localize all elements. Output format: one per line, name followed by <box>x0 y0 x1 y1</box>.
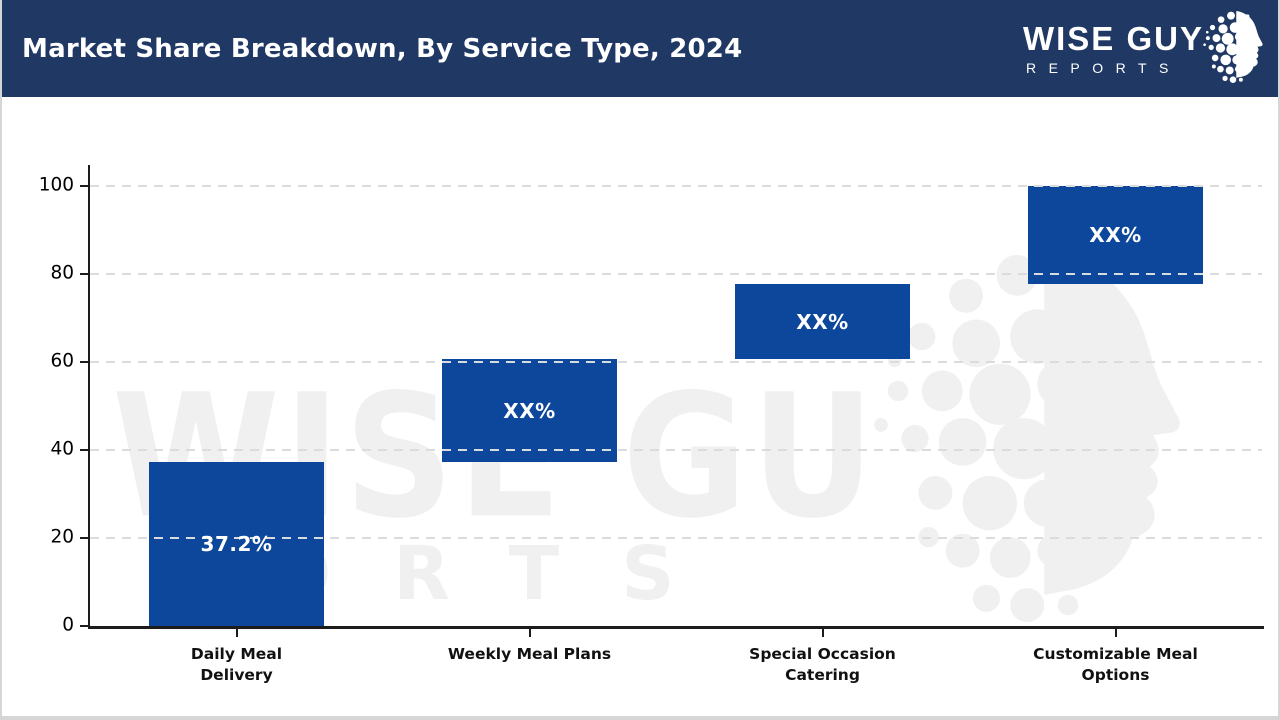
x-tick-mark <box>528 629 531 637</box>
x-tick-mark <box>1114 629 1117 637</box>
y-tick-mark <box>80 273 88 276</box>
category-label: Daily Meal Delivery <box>190 645 283 684</box>
gridline <box>90 361 1262 364</box>
y-tick-label: 40 <box>50 438 74 460</box>
y-tick-mark <box>80 537 88 540</box>
y-tick-label: 60 <box>50 350 74 372</box>
y-tick-mark <box>80 625 88 627</box>
x-tick-mark <box>235 629 238 637</box>
plot-area: 37.2% XX% XX% XX% 0 20 40 60 80 100 Daily Meal Del… <box>39 165 1264 684</box>
waterfall-bar: XX% <box>734 283 911 360</box>
y-axis-line <box>88 165 90 629</box>
y-tick-label: 20 <box>50 526 74 548</box>
category-label: Customizable Meal Options <box>1033 645 1198 684</box>
bar-value-label: XX% <box>796 309 849 334</box>
bar-value-label: XX% <box>1089 222 1142 247</box>
waterfall-bar: XX% <box>441 359 618 463</box>
y-tick-label: 0 <box>62 614 74 636</box>
chart-area: WISE GU PORTS 37.2% XX% XX% XX% 0 20 40 60 80 100… <box>2 97 1278 716</box>
x-axis-line <box>88 626 1264 629</box>
gridline <box>90 449 1262 452</box>
y-tick-mark <box>80 449 88 452</box>
y-tick-label: 100 <box>38 174 74 196</box>
bar-value-label: XX% <box>503 398 556 423</box>
x-tick-mark <box>821 629 824 637</box>
header-banner: Market Share Breakdown, By Service Type,… <box>2 0 1278 97</box>
category-label: Weekly Meal Plans <box>447 645 612 663</box>
bar-value-label: 37.2% <box>200 532 273 557</box>
dotted-head-icon <box>1198 7 1264 91</box>
wise-guy-reports-logo: WISE GUY REPORTS <box>1023 7 1264 91</box>
y-tick-mark <box>80 361 88 364</box>
y-tick-mark <box>80 185 88 188</box>
waterfall-bar: 37.2% <box>148 462 325 626</box>
gridline <box>90 537 1262 540</box>
y-tick-label: 80 <box>50 262 74 284</box>
category-label: Special Occasion Catering <box>749 645 896 684</box>
page-title: Market Share Breakdown, By Service Type,… <box>22 33 743 64</box>
gridline <box>90 273 1262 276</box>
waterfall-bar: XX% <box>1027 186 1204 284</box>
logo-text: WISE GUY REPORTS <box>1023 22 1204 75</box>
logo-brand-name: WISE GUY <box>1022 20 1204 57</box>
gridline <box>90 185 1262 188</box>
logo-brand-subtitle: REPORTS <box>1025 60 1181 76</box>
